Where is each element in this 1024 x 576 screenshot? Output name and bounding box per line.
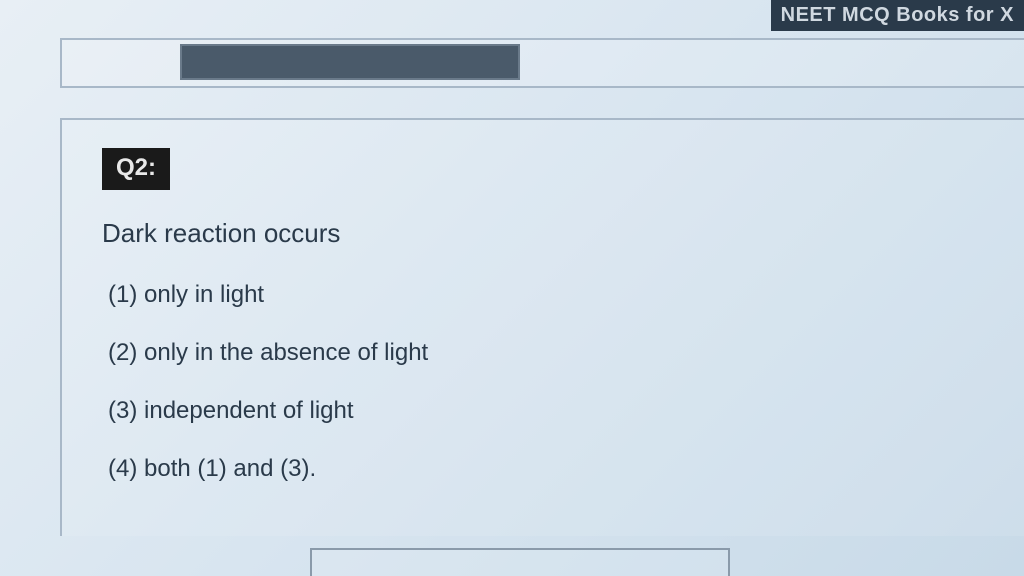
option-4-number: (4)	[108, 455, 137, 482]
option-1-number: (1)	[108, 281, 137, 308]
option-4-text: both (1) and (3).	[144, 455, 316, 482]
question-number-badge: Q2:	[102, 148, 170, 190]
header-title: NEET MCQ Books for X	[771, 0, 1024, 31]
option-2[interactable]: (2) only in the absence of light	[108, 339, 984, 367]
option-2-number: (2)	[108, 339, 137, 366]
bottom-panel-border	[310, 548, 730, 576]
question-panel: Q2: Dark reaction occurs (1) only in lig…	[60, 118, 1024, 536]
option-1-text: only in light	[144, 281, 264, 308]
option-3[interactable]: (3) independent of light	[108, 397, 984, 425]
top-inner-panel	[180, 44, 520, 80]
option-2-text: only in the absence of light	[144, 339, 428, 366]
question-text: Dark reaction occurs	[102, 218, 984, 249]
option-4[interactable]: (4) both (1) and (3).	[108, 455, 984, 483]
option-3-text: independent of light	[144, 397, 354, 424]
option-1[interactable]: (1) only in light	[108, 281, 984, 309]
option-3-number: (3)	[108, 397, 137, 424]
